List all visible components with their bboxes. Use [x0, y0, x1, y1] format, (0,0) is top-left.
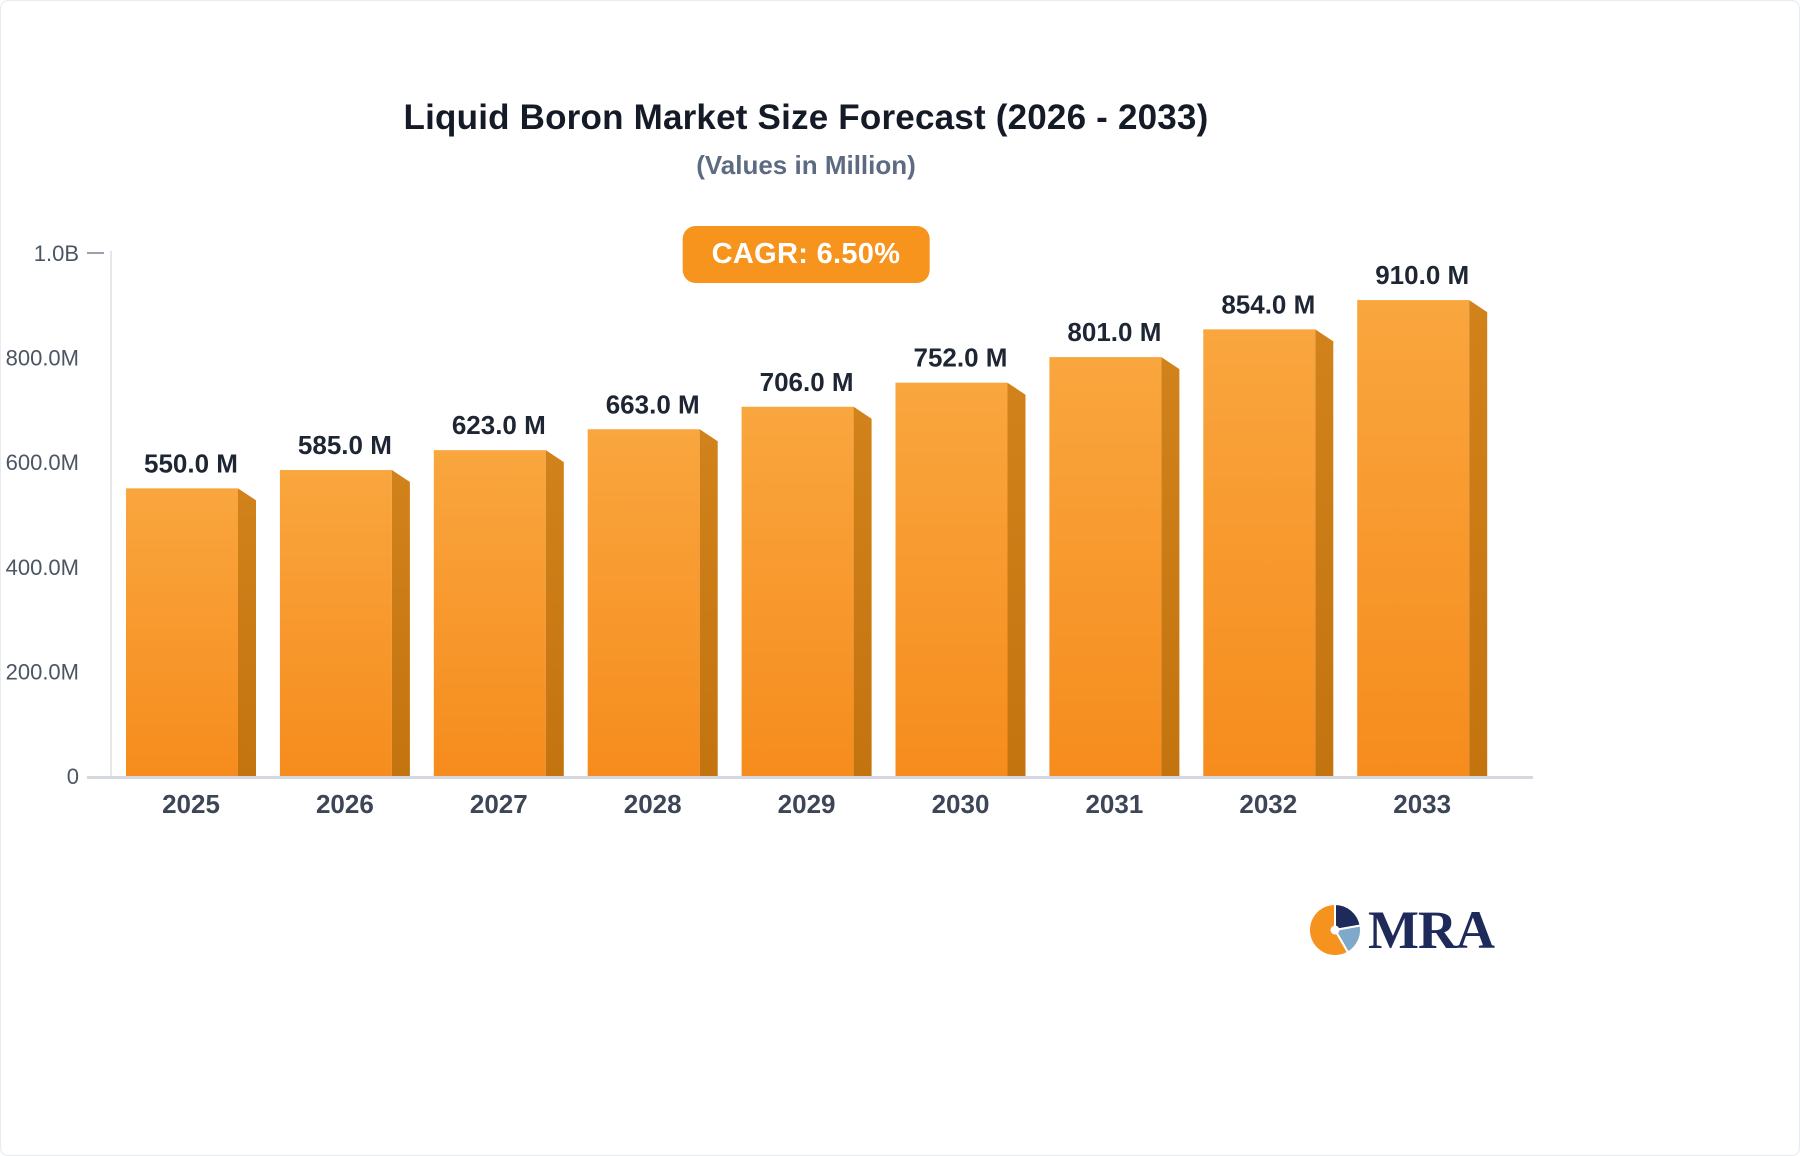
- y-tick-label: 400.0M: [6, 555, 79, 580]
- y-tick-label: 1.0B: [34, 241, 79, 266]
- bar-2033: 910.0 M 2033: [1357, 260, 1488, 819]
- bar-front-face: [433, 450, 546, 776]
- bar-side-face: [1469, 300, 1488, 776]
- x-axis-label: 2027: [470, 789, 528, 819]
- x-axis-label: 2030: [932, 789, 990, 819]
- x-axis-label: 2028: [624, 789, 682, 819]
- bar-side-face: [1315, 329, 1334, 776]
- bar-2028: 663.0 M 2028: [587, 389, 718, 819]
- bar-value-label: 585.0 M: [298, 430, 392, 460]
- bar-2029: 706.0 M 2029: [741, 367, 872, 819]
- bar-front-face: [126, 488, 238, 776]
- mra-logo: MRA: [1307, 900, 1495, 960]
- bar-front-face: [587, 429, 700, 776]
- mra-logo-text: MRA: [1368, 900, 1495, 960]
- bar-side-face: [699, 429, 718, 776]
- y-tick-label: 800.0M: [6, 346, 79, 371]
- bar-2030: 752.0 M 2030: [895, 343, 1026, 819]
- y-tick-label: 600.0M: [6, 450, 79, 475]
- bar-front-face: [1203, 329, 1316, 776]
- bar-front-face: [1357, 300, 1470, 776]
- bar-side-face: [1007, 382, 1026, 776]
- bar-2025: 550.0 M 2025: [126, 448, 256, 819]
- bar-value-label: 854.0 M: [1221, 289, 1315, 319]
- x-axis-label: 2033: [1393, 789, 1451, 819]
- mra-logo-pie-icon: [1307, 902, 1362, 957]
- bar-2032: 854.0 M 2032: [1203, 289, 1334, 819]
- bar-2027: 623.0 M 2027: [433, 410, 564, 819]
- cagr-badge: CAGR: 6.50%: [682, 226, 930, 283]
- bar-value-label: 752.0 M: [914, 343, 1008, 373]
- bar-side-face: [391, 470, 410, 776]
- bar-value-label: 550.0 M: [144, 448, 238, 478]
- bar-value-label: 623.0 M: [452, 410, 546, 440]
- y-tick-label: 0: [67, 764, 79, 789]
- bar-value-label: 801.0 M: [1067, 317, 1161, 347]
- x-axis-label: 2031: [1085, 789, 1143, 819]
- bar-front-face: [895, 382, 1008, 776]
- y-tick-label: 200.0M: [6, 659, 79, 684]
- x-axis-label: 2025: [162, 789, 220, 819]
- bar-value-label: 910.0 M: [1375, 260, 1469, 290]
- bar-side-face: [545, 450, 564, 776]
- bar-2026: 585.0 M 2026: [279, 430, 410, 819]
- bar-2031: 801.0 M 2031: [1049, 317, 1180, 819]
- chart-subtitle: (Values in Million): [696, 150, 916, 180]
- bar-side-face: [853, 406, 872, 776]
- bar-front-face: [279, 470, 392, 776]
- bar-front-face: [741, 406, 854, 776]
- bar-side-face: [1161, 357, 1180, 776]
- bar-front-face: [1049, 357, 1162, 776]
- x-axis-label: 2032: [1239, 789, 1297, 819]
- bar-value-label: 706.0 M: [760, 367, 854, 397]
- bar-value-label: 663.0 M: [606, 389, 700, 419]
- bar-side-face: [238, 488, 256, 776]
- x-axis-label: 2029: [778, 789, 836, 819]
- x-axis-label: 2026: [316, 789, 374, 819]
- page-title: Liquid Boron Market Size Forecast (2026 …: [403, 98, 1209, 137]
